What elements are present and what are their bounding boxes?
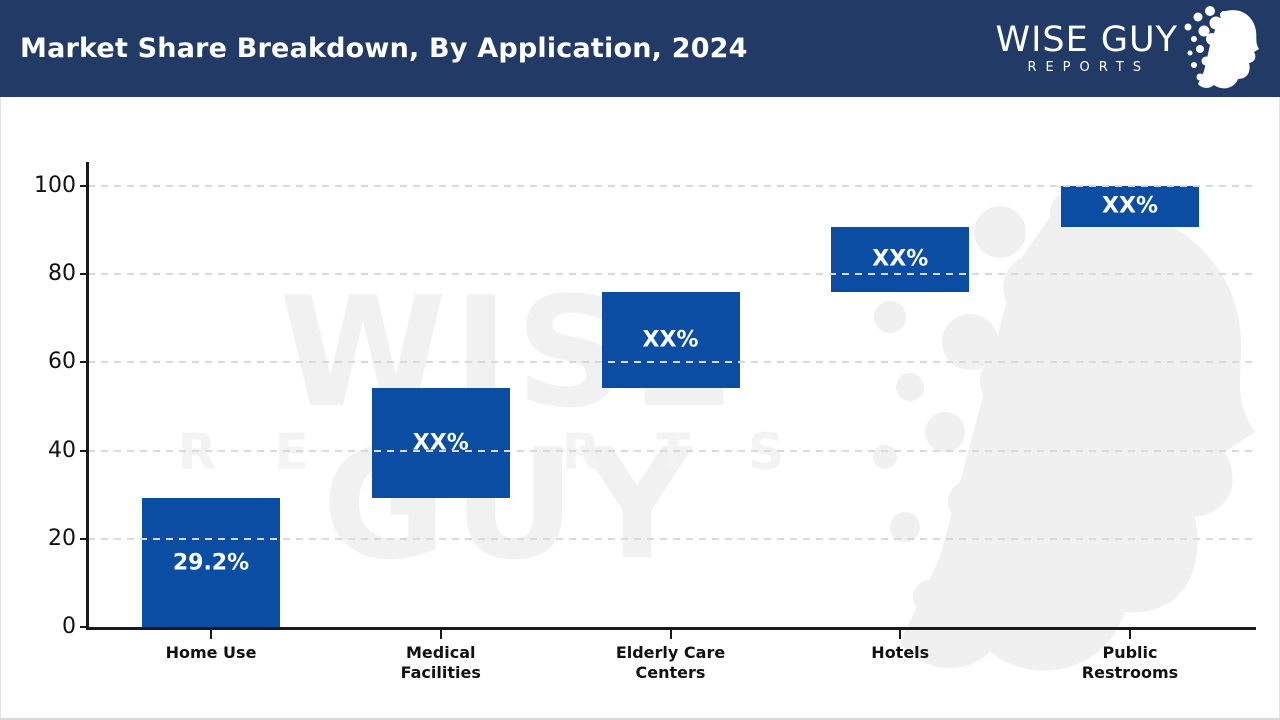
gridline [88, 537, 1256, 540]
x-axis-category-label: Hotels [871, 643, 930, 662]
gridline [88, 185, 1256, 187]
logo-wordmark-sub: REPORTS [1027, 59, 1151, 75]
y-axis-tick-label: 80 [48, 261, 76, 287]
x-axis-tick [899, 630, 902, 639]
wiseguy-logo: WISE GUY REPORTS [995, 5, 1280, 93]
y-axis-tick-label: 100 [34, 173, 76, 198]
y-axis-tick [80, 537, 88, 540]
bar-segment [601, 291, 740, 388]
x-axis-tick [1129, 630, 1131, 639]
logo-wordmark-main: WISE GUY [995, 19, 1178, 60]
bar-value-label: XX% [1102, 193, 1158, 219]
chart-area: WISE GUY REPORTS 29.2% Home Use XX% Medical… [0, 97, 1280, 718]
x-axis-tick [669, 630, 672, 639]
x-axis-category-label: Medical Facilities [400, 643, 481, 682]
x-axis-category-label: Elderly Care Centers [615, 643, 726, 682]
x-axis-category-label: Home Use [165, 643, 257, 662]
bar-value-label: XX% [872, 246, 929, 272]
x-axis-category-label: Public Restrooms [1081, 643, 1179, 682]
y-axis-tick [80, 449, 88, 452]
y-axis-tick [80, 361, 88, 364]
gridline [88, 273, 1256, 276]
header-bar: Market Share Breakdown, By Application, … [0, 0, 1280, 97]
logo-face-icon [1184, 5, 1259, 88]
y-axis-line [86, 162, 89, 630]
bar-segment [371, 387, 510, 499]
x-axis-tick [210, 630, 212, 639]
x-axis-tick [439, 630, 442, 639]
bar-value-label: XX% [412, 430, 469, 456]
bar-value-label: XX% [642, 327, 699, 353]
gridline [88, 361, 1256, 364]
y-axis-tick [80, 626, 88, 628]
y-axis-tick-label: 20 [48, 525, 76, 551]
bar-value-label: 29.2% [172, 550, 250, 576]
x-axis-line [86, 627, 1256, 630]
gridline [88, 449, 1256, 452]
logo-wordmark: WISE GUY REPORTS [995, 19, 1178, 75]
y-axis-tick-label: 60 [48, 349, 76, 375]
y-axis-tick [80, 185, 88, 187]
y-axis-tick-label: 0 [62, 614, 76, 639]
bar-segment [142, 498, 280, 627]
chart-title: Market Share Breakdown, By Application, … [20, 33, 748, 64]
watermark-text-sub: REPORTS [177, 423, 843, 481]
y-axis-tick-label: 40 [48, 437, 76, 463]
y-axis-tick [80, 273, 88, 276]
